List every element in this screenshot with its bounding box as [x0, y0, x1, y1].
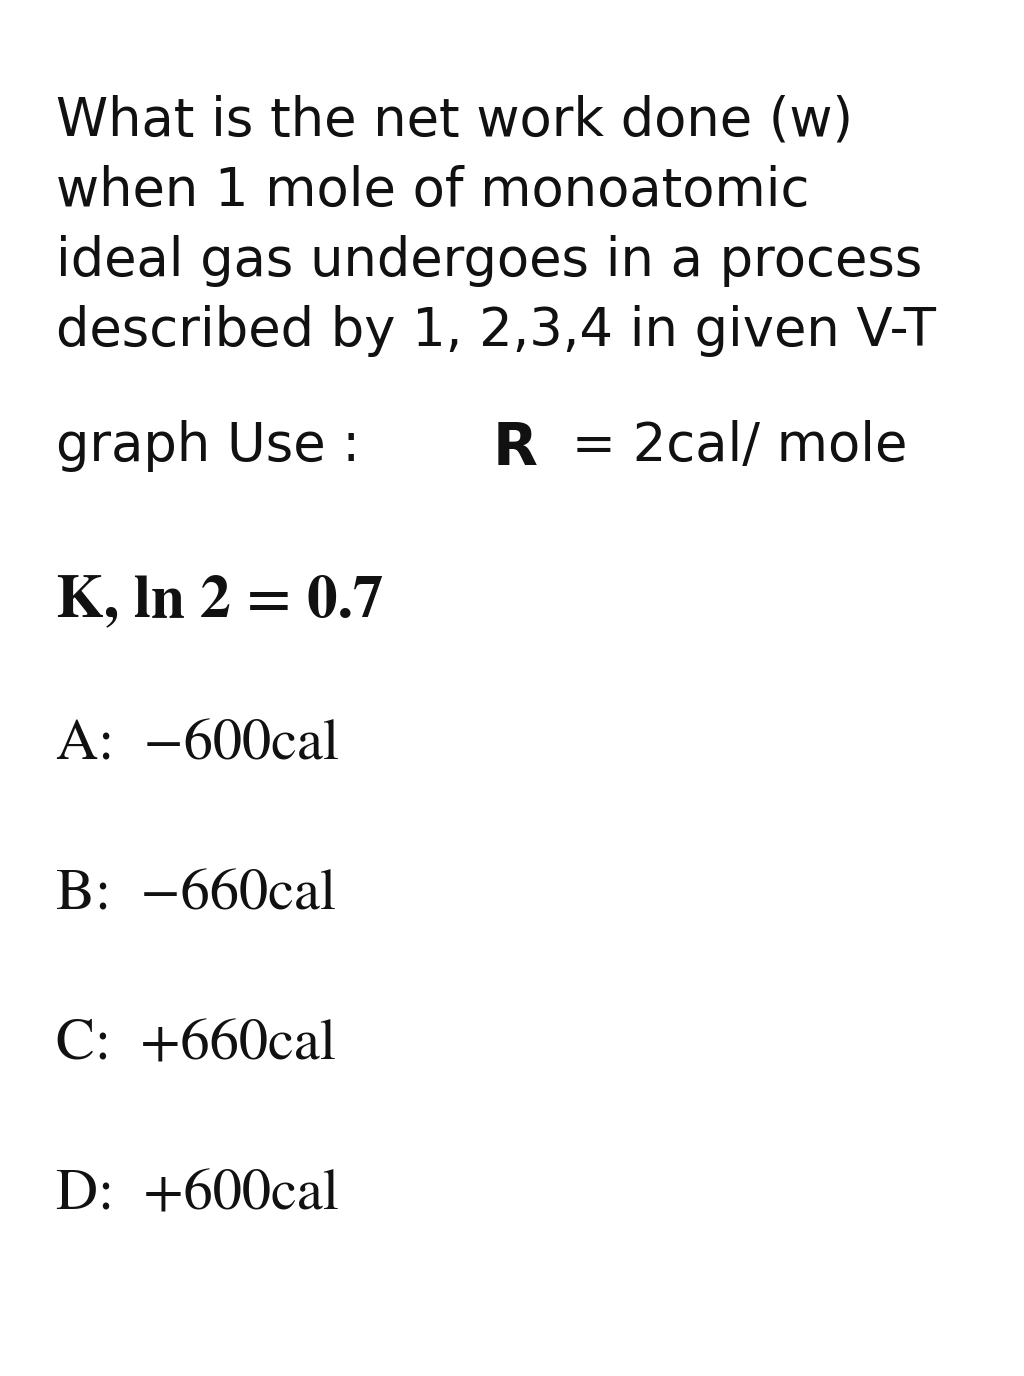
- Text: described by 1, 2,3,4 in given V-T: described by 1, 2,3,4 in given V-T: [56, 305, 936, 356]
- Text: C:  +660cal: C: +660cal: [56, 1020, 336, 1073]
- Text: when 1 mole of monoatomic: when 1 mole of monoatomic: [56, 165, 810, 217]
- Text: ideal gas undergoes in a process: ideal gas undergoes in a process: [56, 235, 923, 288]
- Text: = 2cal/ mole: = 2cal/ mole: [555, 420, 907, 472]
- Text: B:  −660cal: B: −660cal: [56, 870, 337, 923]
- Text: A:  −600cal: A: −600cal: [56, 720, 339, 773]
- Text: graph Use :: graph Use :: [56, 420, 377, 472]
- Text: R: R: [493, 420, 538, 477]
- Text: What is the net work done (w): What is the net work done (w): [56, 95, 853, 147]
- Text: D:  +600cal: D: +600cal: [56, 1170, 339, 1223]
- Text: K, ln 2 = 0.7: K, ln 2 = 0.7: [56, 575, 384, 629]
